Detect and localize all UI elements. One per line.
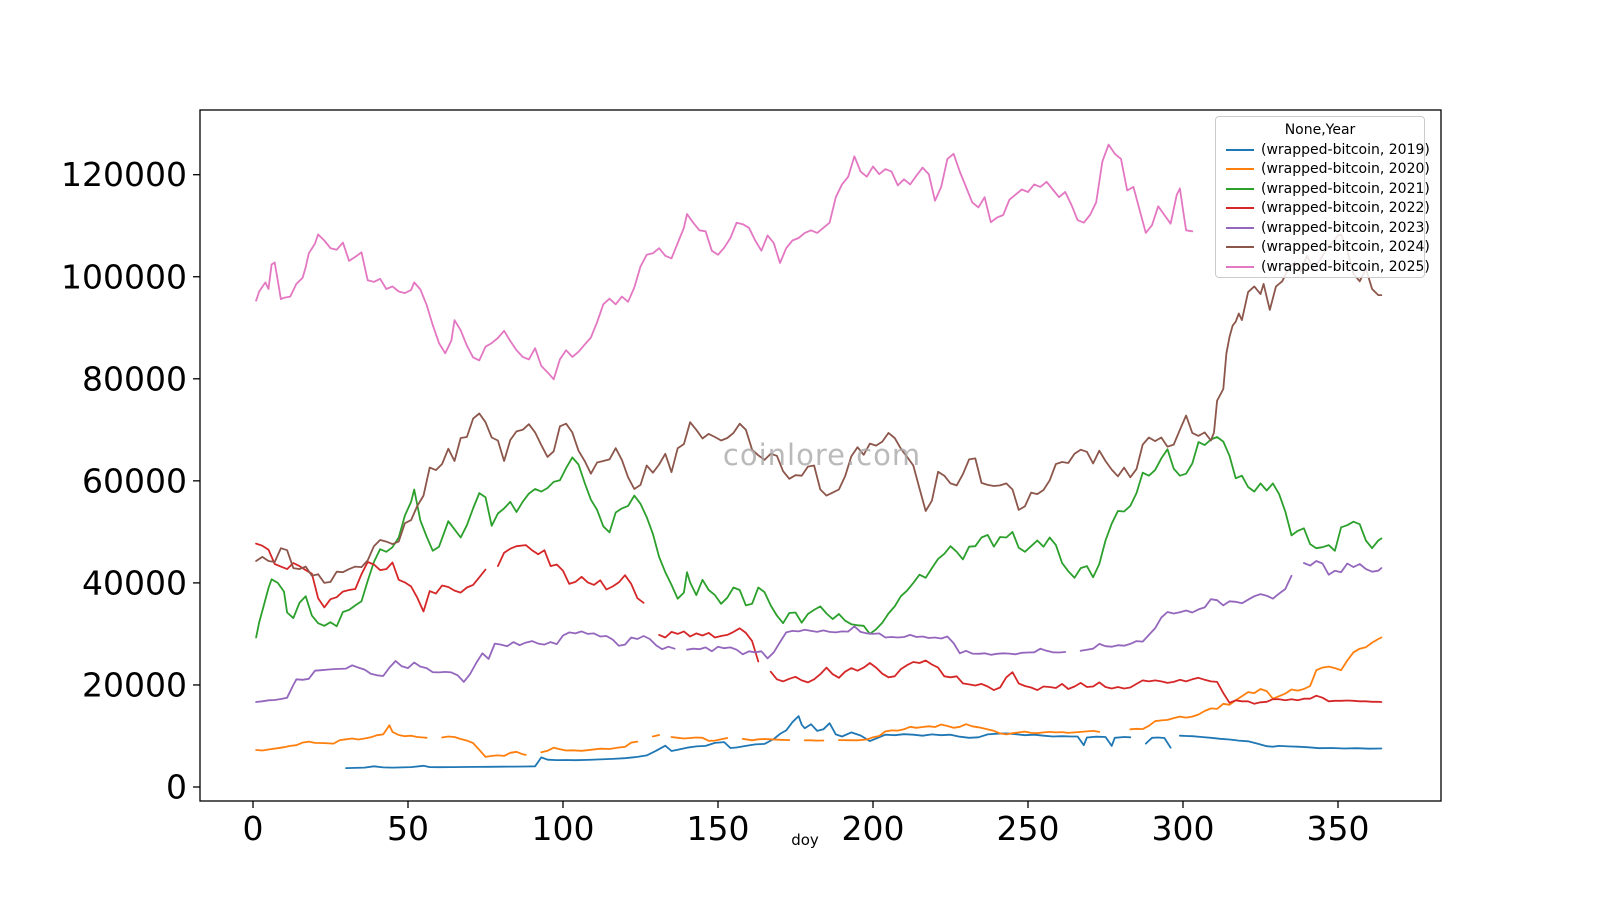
series-lines	[255, 143, 1383, 769]
legend-label: (wrapped-bitcoin, 2023)	[1261, 219, 1430, 236]
legend-line-swatch-2025	[1226, 265, 1254, 268]
y-tick-label: 100000	[61, 257, 187, 296]
legend-label: (wrapped-bitcoin, 2024)	[1261, 239, 1430, 256]
series-line-2021	[255, 436, 1383, 639]
x-tick-label: 150	[687, 809, 750, 848]
series-line-2024	[255, 233, 1383, 584]
legend-line-swatch-2023	[1226, 226, 1254, 229]
y-axis: 0 20000 40000 60000 80000 100000 120000	[61, 155, 200, 807]
y-tick-label: 0	[166, 768, 187, 807]
legend-entry-2025: (wrapped-bitcoin, 2025)	[1222, 257, 1430, 277]
legend-label: (wrapped-bitcoin, 2019)	[1261, 141, 1430, 158]
series-line-2025	[255, 143, 1194, 381]
x-axis-label: doy	[791, 831, 819, 849]
legend-line-swatch-2019	[1226, 148, 1254, 151]
watermark-text: coinlore.com	[722, 438, 922, 472]
x-tick-label: 0	[243, 809, 264, 848]
legend-entry-2024: (wrapped-bitcoin, 2024)	[1222, 238, 1430, 258]
x-tick-label: 250	[997, 809, 1060, 848]
y-tick-label: 120000	[61, 155, 187, 194]
legend-line-swatch-2022	[1226, 207, 1254, 210]
x-tick-label: 100	[532, 809, 595, 848]
series-line-2022	[255, 542, 1383, 705]
legend-entry-2019: (wrapped-bitcoin, 2019)	[1222, 140, 1430, 160]
legend-entry-2021: (wrapped-bitcoin, 2021)	[1222, 179, 1430, 199]
legend-line-swatch-2021	[1226, 187, 1254, 190]
x-tick-label: 350	[1307, 809, 1370, 848]
x-axis: 0 50 100 150 200 250 300 350	[243, 801, 1370, 848]
legend-entry-2020: (wrapped-bitcoin, 2020)	[1222, 160, 1430, 180]
x-tick-label: 200	[842, 809, 905, 848]
y-tick-label: 20000	[82, 665, 187, 704]
series-line-2019	[345, 715, 1383, 769]
legend-label: (wrapped-bitcoin, 2021)	[1261, 180, 1430, 197]
legend-rows: (wrapped-bitcoin, 2019) (wrapped-bitcoin,…	[1222, 140, 1430, 277]
y-tick-label: 40000	[82, 563, 187, 602]
legend-entry-2022: (wrapped-bitcoin, 2022)	[1222, 199, 1430, 219]
legend-title: None,Year	[1284, 122, 1356, 138]
axes-frame	[199, 109, 1442, 802]
legend-line-swatch-2020	[1226, 168, 1254, 171]
y-tick-label: 80000	[82, 359, 187, 398]
legend-entry-2023: (wrapped-bitcoin, 2023)	[1222, 218, 1430, 238]
legend-line-swatch-2024	[1226, 246, 1254, 249]
chart-legend: None,Year (wrapped-bitcoin, 2019) (wrappe…	[1215, 116, 1430, 278]
legend-label: (wrapped-bitcoin, 2025)	[1261, 258, 1430, 275]
x-tick-label: 50	[387, 809, 429, 848]
legend-label: (wrapped-bitcoin, 2022)	[1261, 200, 1430, 217]
legend-label: (wrapped-bitcoin, 2020)	[1261, 161, 1430, 178]
x-tick-label: 300	[1152, 809, 1215, 848]
y-tick-label: 60000	[82, 461, 187, 500]
series-line-2023	[255, 560, 1383, 703]
series-line-2020	[255, 636, 1383, 758]
